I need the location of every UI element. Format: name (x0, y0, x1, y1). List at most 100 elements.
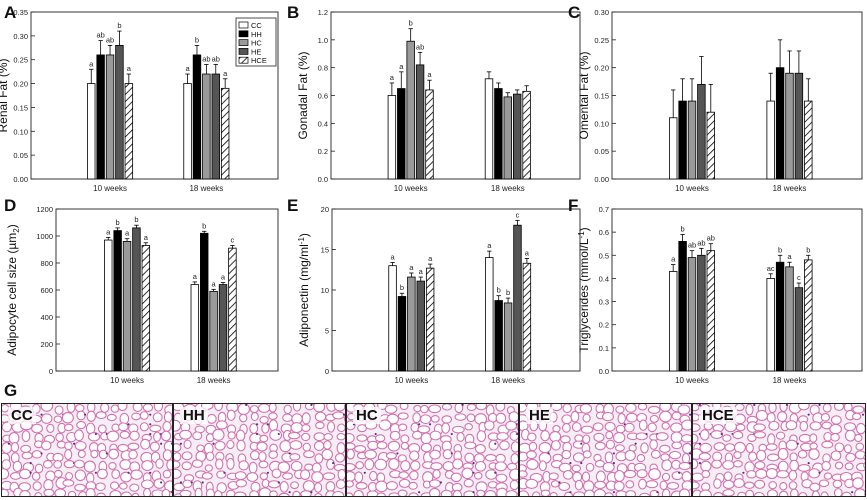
adipocyte-cell (400, 441, 409, 450)
adipocyte-cell (215, 420, 228, 430)
adipocyte-cell (527, 432, 537, 442)
x-tick-label-b: 10 weeks (394, 184, 428, 193)
histology-panel-cc: CC (1, 403, 173, 497)
adipocyte-cell (745, 404, 754, 416)
adipocyte-cell (53, 415, 63, 423)
adipocyte-cell (300, 490, 312, 496)
adipocyte-cell (495, 473, 508, 483)
y-tick-label-b: 1.0 (318, 36, 328, 45)
x-tick-label-a: 10 weeks (93, 184, 127, 193)
panel-letter-f: F (568, 196, 578, 215)
adipocyte-cell (466, 404, 477, 412)
adipocyte-cell (109, 481, 120, 490)
y-tick-label-d: 1000 (36, 232, 53, 241)
adipocyte-cell (131, 412, 142, 421)
adipocyte-cell (594, 480, 607, 489)
adipocyte-cell (645, 480, 659, 489)
nucleus (418, 423, 421, 426)
histology-panel-hce: HCE (692, 403, 866, 497)
nucleus (332, 462, 335, 465)
adipocyte-cell (74, 469, 86, 482)
y-axis-label-c: Omental Fat (%) (577, 51, 591, 139)
nucleus (612, 462, 615, 465)
adipocyte-cell (420, 404, 429, 414)
y-tick-label-a: 0.35 (13, 8, 28, 17)
adipocyte-cell (722, 479, 735, 489)
adipocyte-cell (510, 441, 518, 453)
y-tick-label-f: 0.2 (599, 321, 609, 330)
adipocyte-cell (106, 430, 120, 442)
adipocyte-cell (214, 440, 226, 451)
adipocyte-cell (526, 450, 537, 460)
adipocyte-cell (856, 462, 865, 472)
adipocyte-cell (326, 421, 336, 433)
nucleus (656, 491, 659, 494)
adipocyte-cell (376, 492, 386, 496)
adipocyte-cell (854, 488, 865, 496)
bar-a-he-10w (115, 45, 124, 180)
bar-c-hce-10w (706, 111, 715, 180)
adipocyte-cell (31, 423, 43, 434)
adipocyte-cell (476, 489, 486, 496)
adipocyte-cell (785, 420, 798, 431)
adipocyte-cell (311, 462, 322, 474)
adipocyte-cell (661, 422, 670, 430)
adipocyte-cell (799, 420, 809, 432)
histology-panel-he: HE (519, 403, 692, 497)
adipocyte-cell (832, 479, 843, 489)
adipocyte-cell (74, 429, 84, 442)
adipocyte-cell (735, 423, 746, 432)
adipocyte-cell (289, 453, 301, 461)
adipocyte-cell (236, 439, 246, 452)
adipocyte-cell (181, 451, 193, 461)
adipocyte-cell (754, 479, 766, 489)
adipocyte-cell (464, 423, 473, 431)
adipocyte-cell (604, 451, 614, 464)
nucleus (277, 432, 280, 436)
adipocyte-cell (452, 458, 464, 470)
adipocyte-cell (538, 441, 552, 454)
y-tick-label-f: 0.4 (599, 274, 609, 283)
adipocyte-cell (166, 459, 172, 471)
adipocyte-cell (830, 415, 842, 425)
adipocyte-cell (314, 492, 323, 496)
adipocyte-cell (353, 489, 364, 496)
adipocyte-cell (65, 471, 74, 481)
adipocyte-cell (153, 478, 165, 489)
significance-letter-f: b (681, 224, 685, 233)
adipocyte-cell (323, 433, 333, 441)
adipocyte-cell (279, 440, 292, 453)
histology-panel-hc: HC (346, 403, 519, 497)
adipocyte-cell (140, 438, 151, 450)
adipocyte-cell (648, 468, 661, 481)
chart-panel-d: D 0 200 400 600 800 1000 1200 Adipocyte cell siz… (4, 196, 279, 385)
nucleus (742, 471, 745, 474)
bar-b-hc-10w (406, 40, 415, 180)
adipocyte-cell (238, 460, 249, 471)
adipocyte-cell (268, 419, 279, 432)
legend-swatch-hce (238, 56, 249, 64)
adipocyte-cell (355, 481, 368, 490)
adipocyte-cell (560, 435, 571, 444)
adipocyte-cell (127, 442, 140, 451)
bar-e-hce-10w (425, 267, 435, 372)
adipocyte-cell (399, 404, 409, 411)
adipocyte-cell (2, 441, 13, 454)
adipocyte-cell (283, 404, 292, 415)
adipocyte-cell (259, 472, 269, 481)
adipocyte-cell (516, 422, 518, 432)
significance-letter-b: a (390, 73, 395, 82)
adipocyte-cell (823, 472, 833, 480)
bar-a-hce-10w (124, 83, 134, 180)
adipocyte-cell (292, 490, 301, 496)
adipocyte-cell (809, 433, 818, 443)
adipocyte-cell (55, 432, 64, 442)
adipocyte-cell (788, 469, 798, 481)
nucleus (288, 452, 291, 455)
adipocyte-cell (496, 432, 509, 441)
nucleus (179, 481, 183, 484)
adipocyte-cell (174, 468, 182, 479)
adipocyte-cell (647, 422, 657, 433)
bar-c-he-10w (697, 83, 706, 180)
